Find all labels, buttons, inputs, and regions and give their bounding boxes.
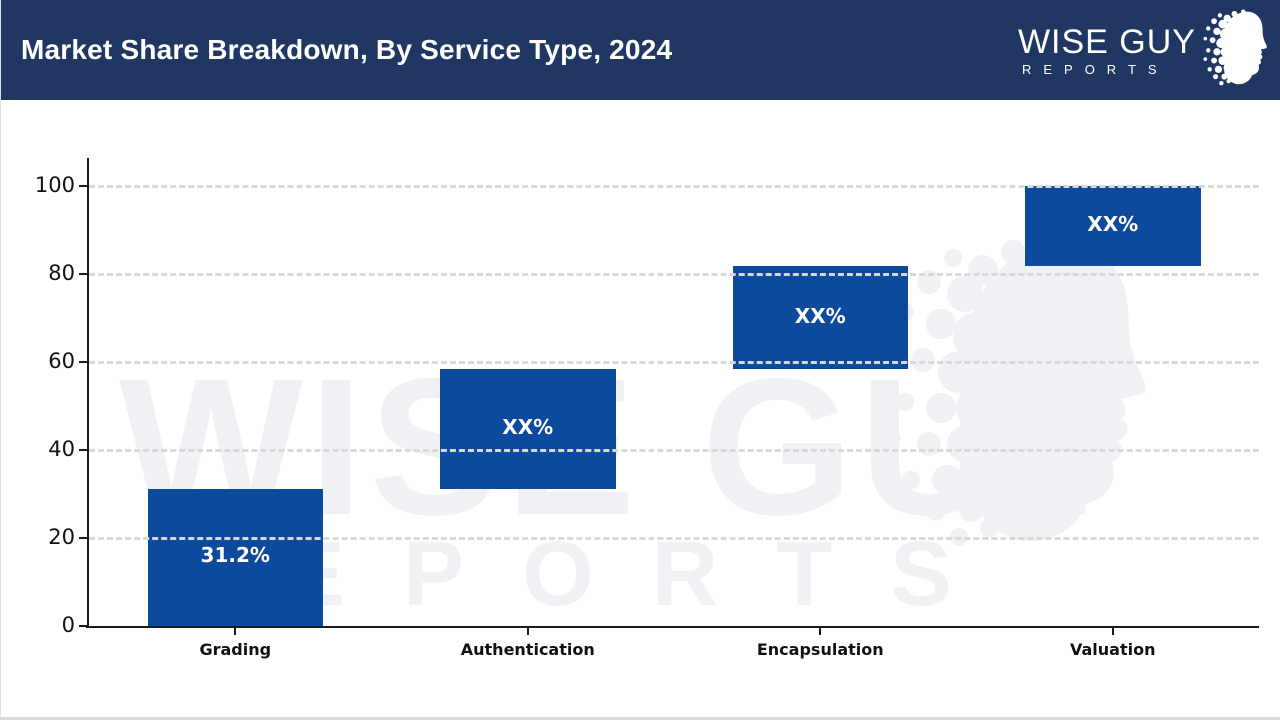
y-tick-mark [79, 185, 87, 187]
brand-logo-text: WISE GUY REPORTS [1018, 25, 1196, 76]
brand-subtitle: REPORTS [1021, 61, 1169, 77]
y-tick-mark [79, 625, 87, 627]
y-tick-mark [79, 449, 87, 451]
bar-encapsulation [732, 266, 908, 370]
x-tick-mark [234, 628, 237, 635]
x-tick-mark [819, 628, 822, 635]
watermark-head-icon [863, 228, 1163, 573]
gridline-60 [89, 361, 1259, 364]
gridline-20 [89, 537, 1259, 540]
x-category-label-valuation: Valuation [1070, 640, 1156, 659]
gridline-40 [89, 449, 1259, 452]
y-axis-line [87, 158, 89, 628]
bar-valuation [1025, 186, 1201, 267]
x-category-label-authentication: Authentication [460, 640, 595, 659]
bar-value-label: XX% [1087, 212, 1139, 237]
brand-name: WISE GUY [1017, 22, 1196, 61]
bar-value-label: XX% [794, 303, 846, 328]
gridline-100 [89, 185, 1259, 188]
y-tick-label: 20 [48, 525, 75, 549]
page-title: Market Share Breakdown, By Service Type,… [21, 34, 673, 65]
bar-authentication [440, 369, 616, 489]
bar-value-label: XX% [502, 414, 554, 439]
y-tick-mark [79, 361, 87, 363]
head-profile-icon [1198, 8, 1271, 92]
y-tick-label: 40 [48, 437, 75, 461]
y-tick-label: 100 [34, 173, 75, 197]
x-tick-mark [1111, 628, 1114, 635]
chart-area: WISE GUY REPORTS 31.2% XX% XX% XX% 0 20 40 60 80… [1, 100, 1280, 717]
y-tick-mark [79, 537, 87, 539]
brand-logo: WISE GUY REPORTS [1018, 8, 1271, 92]
header-bar: Market Share Breakdown, By Service Type,… [1, 0, 1280, 100]
x-tick-mark [526, 628, 529, 635]
x-category-label-grading: Grading [199, 640, 272, 659]
gridline-80 [89, 273, 1259, 276]
y-tick-mark [79, 273, 87, 275]
bar-value-label: 31.2% [200, 543, 270, 568]
y-tick-label: 80 [48, 261, 75, 285]
bar-grading [147, 488, 323, 626]
y-tick-label: 60 [48, 349, 75, 373]
x-axis-line [86, 626, 1259, 628]
x-category-label-encapsulation: Encapsulation [756, 640, 884, 659]
y-tick-label: 0 [61, 613, 75, 637]
